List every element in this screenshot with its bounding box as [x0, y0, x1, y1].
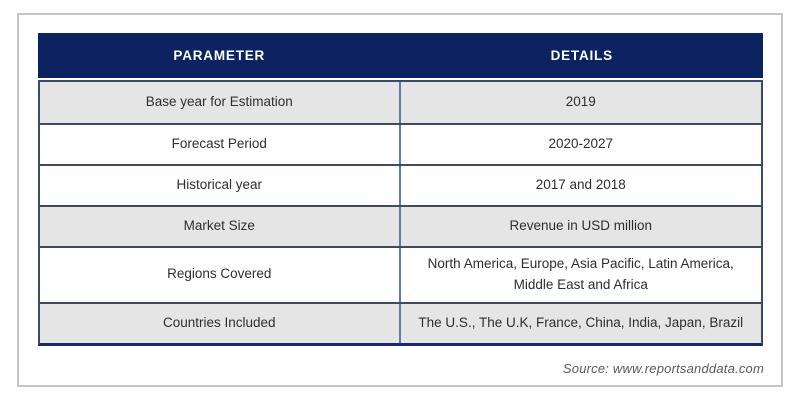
- parameter-cell: Market Size: [40, 207, 401, 246]
- table-body: Base year for Estimation 2019 Forecast Per…: [38, 80, 763, 346]
- table-row: Countries Included The U.S., The U.K, Fra…: [40, 301, 761, 343]
- table-row: Regions Covered North America, Europe, As…: [40, 246, 761, 302]
- details-cell: Revenue in USD million: [509, 218, 653, 234]
- parameter-cell: Forecast Period: [40, 125, 401, 164]
- details-cell: 2017 and 2018: [535, 177, 626, 193]
- table-row: Historical year 2017 and 2018: [40, 164, 761, 205]
- details-cell: 2020-2027: [548, 136, 614, 152]
- parameter-cell: Countries Included: [40, 303, 401, 343]
- table-header-row: PARAMETER DETAILS: [38, 33, 763, 78]
- source-attribution: Source: www.reportsanddata.com: [562, 361, 764, 376]
- details-cell: North America, Europe, Asia Pacific, Lat…: [427, 256, 734, 292]
- details-cell: The U.S., The U.K, France, China, India,…: [418, 314, 744, 330]
- details-cell: 2019: [565, 94, 596, 110]
- parameter-cell: Historical year: [40, 166, 401, 205]
- header-cell-details: DETAILS: [550, 48, 613, 63]
- header-cell-parameter: PARAMETER: [173, 48, 266, 63]
- table-row: Base year for Estimation 2019: [40, 82, 761, 123]
- parameter-cell: Base year for Estimation: [40, 82, 401, 123]
- parameter-cell: Regions Covered: [40, 248, 401, 302]
- table-row: Market Size Revenue in USD million: [40, 205, 761, 246]
- report-scope-table: PARAMETER DETAILS Base year for Estimati…: [38, 33, 763, 346]
- table-row: Forecast Period 2020-2027: [40, 123, 761, 164]
